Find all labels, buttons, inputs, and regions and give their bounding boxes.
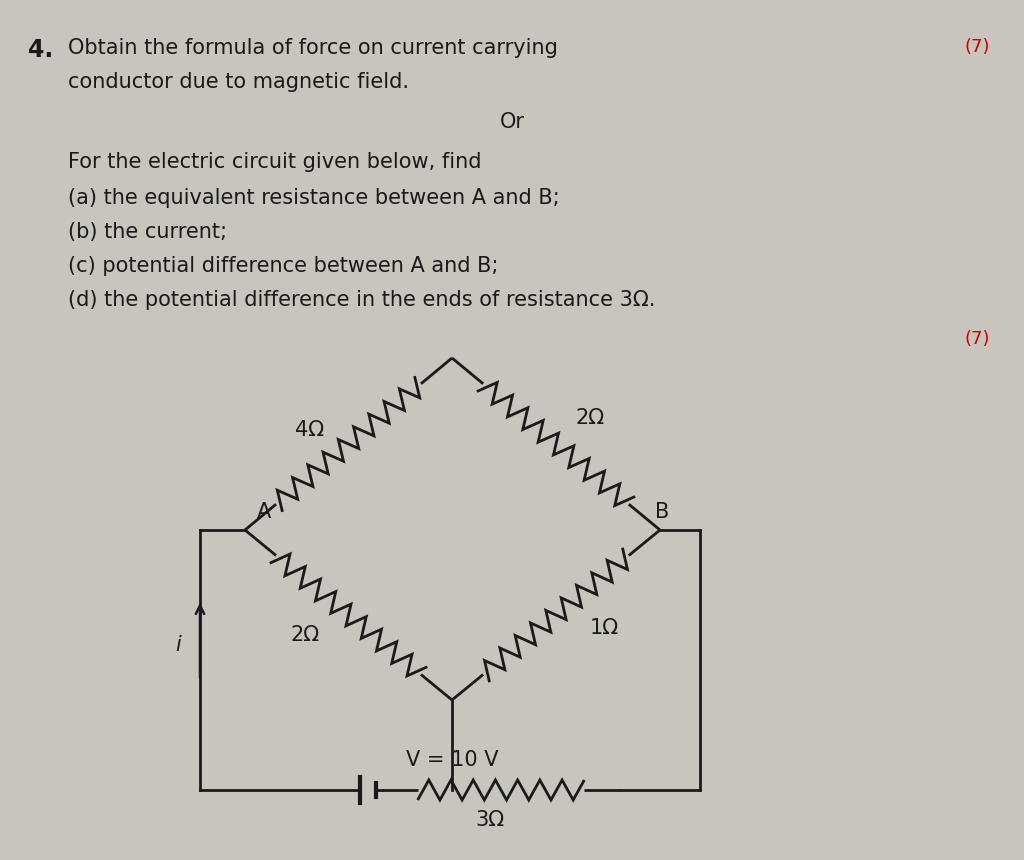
Text: i: i xyxy=(175,635,181,655)
Text: For the electric circuit given below, find: For the electric circuit given below, fi… xyxy=(68,152,481,172)
Text: A: A xyxy=(257,502,271,522)
Text: B: B xyxy=(655,502,670,522)
Text: (b) the current;: (b) the current; xyxy=(68,222,227,242)
Text: conductor due to magnetic field.: conductor due to magnetic field. xyxy=(68,72,409,92)
Text: 4Ω: 4Ω xyxy=(296,420,325,440)
Text: 1Ω: 1Ω xyxy=(590,618,618,638)
Text: V = 10 V: V = 10 V xyxy=(406,750,499,770)
Text: (d) the potential difference in the ends of resistance 3Ω.: (d) the potential difference in the ends… xyxy=(68,290,655,310)
Text: (7): (7) xyxy=(965,330,990,348)
Text: Or: Or xyxy=(500,112,524,132)
Text: Obtain the formula of force on current carrying: Obtain the formula of force on current c… xyxy=(68,38,558,58)
Text: 2Ω: 2Ω xyxy=(575,408,604,428)
Text: (c) potential difference between A and B;: (c) potential difference between A and B… xyxy=(68,256,499,276)
Text: (7): (7) xyxy=(965,38,990,56)
Text: 2Ω: 2Ω xyxy=(291,625,319,645)
Text: 3Ω: 3Ω xyxy=(475,810,505,830)
Text: (a) the equivalent resistance between A and B;: (a) the equivalent resistance between A … xyxy=(68,188,560,208)
Text: 4.: 4. xyxy=(28,38,53,62)
